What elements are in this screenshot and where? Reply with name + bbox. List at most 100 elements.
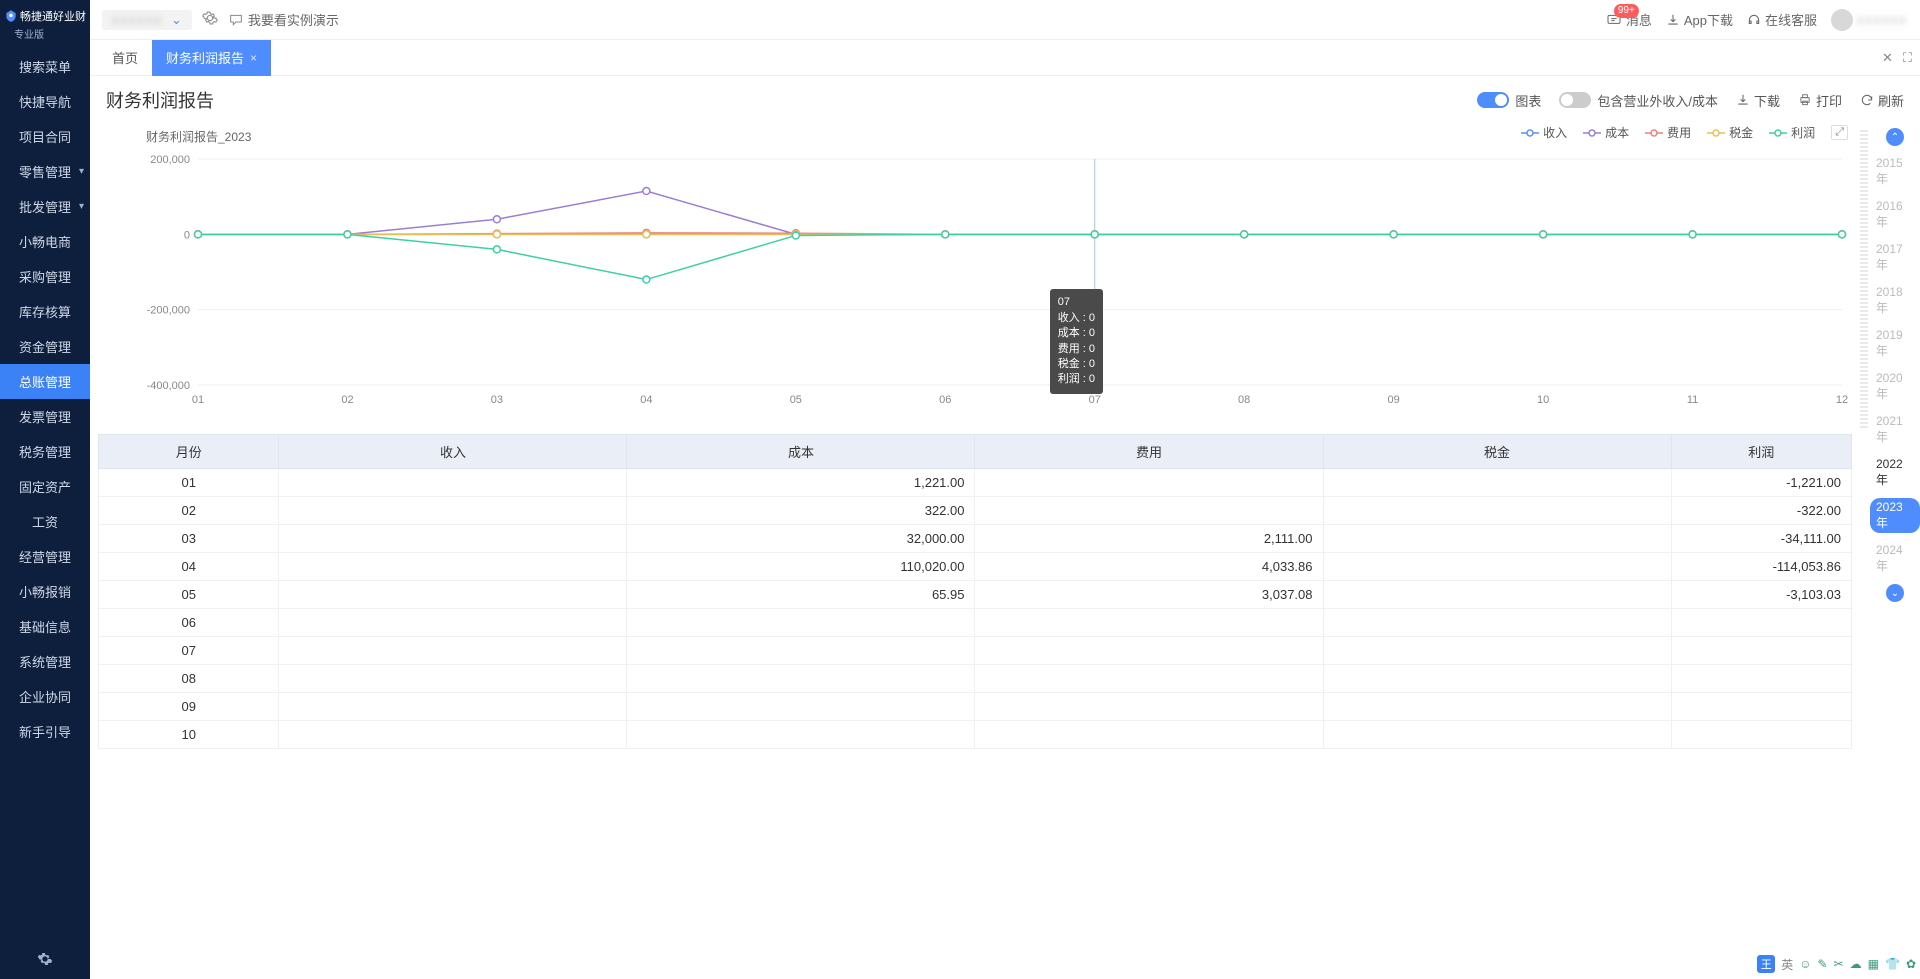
ime-icon-6[interactable]: 👕 [1885,957,1900,971]
org-selector[interactable]: xxxxxx ⌄ [102,10,192,30]
table-cell [1323,553,1671,581]
table-row: 10 [99,721,1852,749]
support-button[interactable]: 在线客服 [1747,10,1817,29]
svg-text:07: 07 [1089,394,1101,406]
table-cell [1323,721,1671,749]
svg-text:09: 09 [1388,394,1400,406]
year-option[interactable]: 2018年 [1870,283,1920,318]
table-row: 09 [99,693,1852,721]
table-cell: 01 [99,469,279,497]
demo-link[interactable]: 我要看实例演示 [228,10,339,29]
sidebar-item-11[interactable]: 税务管理 [0,434,90,469]
sidebar-item-16[interactable]: 基础信息 [0,609,90,644]
table-cell: 02 [99,497,279,525]
messages-button[interactable]: 99+ 消息 [1606,10,1652,29]
sidebar-item-7[interactable]: 库存核算 [0,294,90,329]
ime-icon-7[interactable]: ✿ [1906,957,1916,971]
user-menu[interactable]: xxxxxx [1831,9,1908,31]
year-option[interactable]: 2023年 [1870,498,1920,533]
sidebar-item-1[interactable]: 快捷导航 [0,84,90,119]
table-cell: -34,111.00 [1671,525,1851,553]
download-button[interactable]: 下载 [1736,91,1780,110]
sidebar-item-17[interactable]: 系统管理 [0,644,90,679]
table-cell: 04 [99,553,279,581]
tab-home[interactable]: 首页 [98,40,152,76]
svg-text:10: 10 [1537,394,1549,406]
table-cell [975,665,1323,693]
chart-area: 财务利润报告_2023 收入成本费用税金利润⤢ -400,000-200,000… [90,124,1860,426]
legend-item[interactable]: 成本 [1583,124,1629,141]
table-cell [975,721,1323,749]
legend-item[interactable]: 税金 [1707,124,1753,141]
year-option[interactable]: 2015年 [1870,154,1920,189]
table-cell: 110,020.00 [627,553,975,581]
chevron-down-icon: ⌄ [171,12,182,28]
sidebar-item-9[interactable]: 总账管理 [0,364,90,399]
sidebar-item-10[interactable]: 发票管理 [0,399,90,434]
tab-report[interactable]: 财务利润报告 × [152,40,271,76]
sidebar-item-6[interactable]: 采购管理 [0,259,90,294]
year-scroll-up[interactable]: ⌃ [1886,128,1904,146]
fullscreen-icon[interactable]: ⛶ [1903,50,1912,66]
year-option[interactable]: 2019年 [1870,326,1920,361]
table-cell: 32,000.00 [627,525,975,553]
refresh-button[interactable]: 刷新 [1860,91,1904,110]
sidebar-item-5[interactable]: 小畅电商 [0,224,90,259]
chart-toggle[interactable] [1477,92,1509,108]
ime-icon-5[interactable]: ▦ [1868,957,1879,971]
sidebar-item-3[interactable]: 零售管理▾ [0,154,90,189]
legend-item[interactable]: 费用 [1645,124,1691,141]
resize-handle[interactable] [1860,128,1868,428]
ime-icon-4[interactable]: ☁ [1850,957,1862,971]
ime-icon-2[interactable]: ✎ [1818,957,1828,971]
table-cell [279,497,627,525]
year-option[interactable]: 2022年 [1870,455,1920,490]
sidebar-item-15[interactable]: 小畅报销 [0,574,90,609]
year-option[interactable]: 2021年 [1870,412,1920,447]
year-option[interactable]: 2024年 [1870,541,1920,576]
ime-icon-3[interactable]: ✂ [1834,957,1844,971]
ime-icon-1[interactable]: ☺ [1799,957,1811,971]
table-cell [1323,665,1671,693]
year-option[interactable]: 2017年 [1870,240,1920,275]
sidebar-item-0[interactable]: 搜索菜单 [0,49,90,84]
table-cell: 06 [99,609,279,637]
table-cell [279,469,627,497]
sidebar-item-2[interactable]: 项目合同 [0,119,90,154]
table-cell: 1,221.00 [627,469,975,497]
messages-badge: 99+ [1614,4,1639,18]
sidebar-item-8[interactable]: 资金管理 [0,329,90,364]
close-all-icon[interactable]: ✕ [1882,50,1893,66]
legend-item[interactable]: 利润 [1769,124,1815,141]
table-cell [627,637,975,665]
sidebar-item-12[interactable]: 固定资产 [0,469,90,504]
table-cell [975,469,1323,497]
svg-text:05: 05 [790,394,802,406]
ime-han-icon[interactable]: 王 [1757,955,1775,973]
gear-icon[interactable] [37,951,53,967]
topbar: xxxxxx ⌄ 我要看实例演示 99+ 消息 App下载 在线客服 xxxxx… [90,0,1920,40]
close-icon[interactable]: × [250,51,257,65]
table-header: 税金 [1323,435,1671,469]
sidebar-item-14[interactable]: 经营管理 [0,539,90,574]
settings-icon[interactable] [202,10,218,29]
sidebar-item-4[interactable]: 批发管理▾ [0,189,90,224]
chart[interactable]: -400,000-200,0000200,0000102030405060708… [98,149,1852,409]
table-cell [1671,693,1851,721]
table-cell: 4,033.86 [975,553,1323,581]
table-cell: 05 [99,581,279,609]
table-cell [1671,721,1851,749]
year-option[interactable]: 2016年 [1870,197,1920,232]
table-row: 04110,020.004,033.86-114,053.86 [99,553,1852,581]
print-button[interactable]: 打印 [1798,91,1842,110]
year-scroll-down[interactable]: ⌄ [1886,584,1904,602]
sidebar-item-13[interactable]: 工资 [0,504,90,539]
legend-item[interactable]: 收入 [1521,124,1567,141]
sidebar-item-18[interactable]: 企业协同 [0,679,90,714]
chart-zoom-icon[interactable]: ⤢ [1831,125,1848,140]
sidebar-item-19[interactable]: 新手引导 [0,714,90,749]
ime-lang[interactable]: 英 [1781,956,1793,973]
year-option[interactable]: 2020年 [1870,369,1920,404]
app-download-button[interactable]: App下载 [1666,10,1733,29]
extra-toggle[interactable] [1559,92,1591,108]
